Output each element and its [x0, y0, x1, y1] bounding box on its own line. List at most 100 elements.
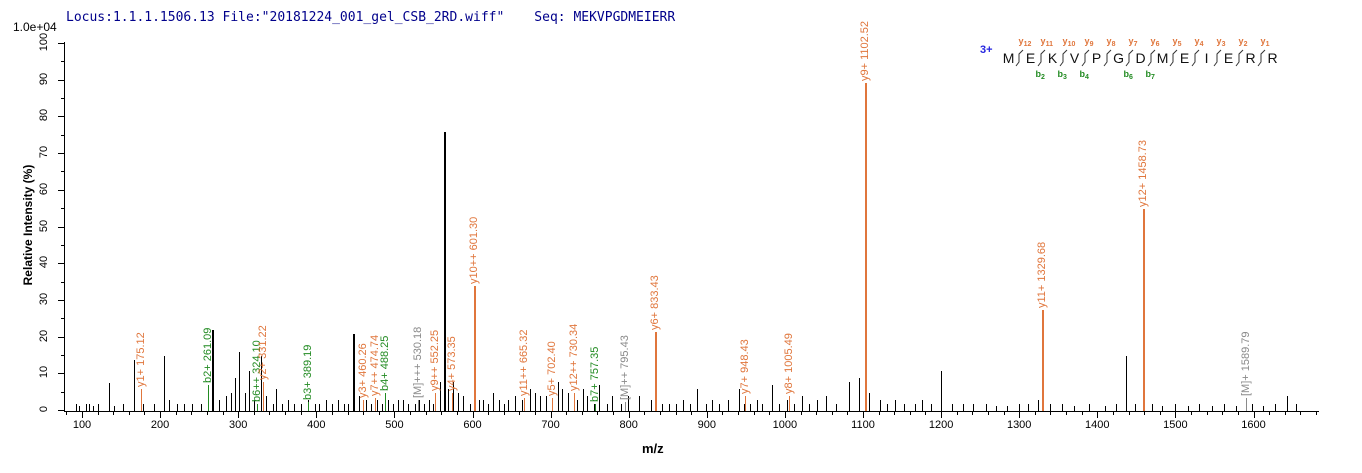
peak-label: b7+ 757.35: [589, 346, 602, 402]
peak-label: y4+ 573.35: [445, 335, 458, 391]
x-minor-tick: [894, 411, 896, 415]
x-major-tick: [394, 411, 396, 418]
y-major-tick: [58, 116, 65, 118]
y-tick-label: 20: [38, 329, 50, 342]
y-minor-tick: [61, 98, 65, 100]
x-minor-tick: [144, 411, 146, 415]
x-major-tick: [706, 411, 708, 418]
x-tick-label: 300: [229, 419, 248, 431]
peak: [183, 403, 185, 411]
peak: [1223, 403, 1225, 411]
peak: [545, 396, 547, 411]
x-major-tick: [160, 411, 162, 418]
residue: P: [1091, 50, 1102, 66]
x-minor-tick: [925, 411, 927, 415]
x-minor-tick: [972, 411, 974, 415]
peak: [343, 403, 345, 411]
peak: [930, 403, 932, 411]
x-tick-label: 600: [463, 419, 482, 431]
y-ion-label: y9: [1084, 36, 1094, 48]
peak: [727, 400, 729, 411]
x-minor-tick: [987, 411, 989, 415]
x-minor-tick: [519, 411, 521, 415]
residue: R: [1267, 50, 1278, 66]
peak: [319, 403, 321, 411]
x-minor-tick: [659, 411, 661, 415]
peak: [225, 396, 227, 411]
peak: [447, 388, 449, 411]
x-minor-tick: [1050, 411, 1052, 415]
x-minor-tick: [113, 411, 115, 415]
y-tick-label: 100: [38, 32, 50, 52]
y-major-tick: [58, 226, 65, 228]
peak: [402, 400, 404, 411]
x-major-tick: [1097, 411, 1099, 418]
labeled-peak: [435, 392, 437, 411]
x-minor-tick: [1237, 411, 1239, 415]
peak: [743, 403, 745, 411]
x-tick-label: 900: [697, 419, 716, 431]
peak: [218, 400, 220, 411]
x-minor-tick: [956, 411, 958, 415]
peak: [1287, 396, 1289, 411]
cleavage-mark-icon: [1257, 49, 1265, 67]
y-minor-tick: [61, 354, 65, 356]
peak: [706, 403, 708, 411]
x-minor-tick: [97, 411, 99, 415]
peak-label: y9+ 1102.52: [858, 20, 871, 81]
y-major-tick: [58, 299, 65, 301]
x-tick-label: 1200: [928, 419, 954, 431]
x-minor-tick: [675, 411, 677, 415]
peak: [260, 355, 262, 411]
residue: K: [1047, 50, 1058, 66]
cleavage-site: y3: [1213, 36, 1225, 68]
peak: [869, 392, 871, 411]
peak: [365, 400, 367, 411]
peak: [986, 403, 988, 411]
peak: [444, 132, 447, 411]
y-major-tick: [58, 263, 65, 265]
y-tick-label: 70: [38, 145, 50, 159]
peak: [507, 400, 509, 411]
peak: [802, 396, 804, 411]
y-ion-label: y8: [1106, 36, 1116, 48]
peak: [211, 330, 214, 411]
x-tick-label: 700: [541, 419, 560, 431]
peak: [816, 400, 818, 411]
x-tick-label: 1400: [1085, 419, 1110, 431]
labeled-peak: [207, 385, 209, 411]
x-minor-tick: [800, 411, 802, 415]
peak: [1126, 355, 1128, 411]
b-ion-label: b2: [1035, 69, 1045, 81]
peak-label: y11+ 1329.68: [1036, 241, 1049, 309]
residue: E: [1025, 50, 1036, 66]
peak: [122, 403, 124, 411]
peak-label: y6+ 833.43: [648, 275, 661, 331]
labeled-peak: [654, 332, 657, 411]
peak: [719, 403, 721, 411]
y-minor-tick: [61, 134, 65, 136]
peak: [836, 403, 838, 411]
peak: [650, 400, 652, 411]
peak: [388, 400, 390, 411]
x-minor-tick: [847, 411, 849, 415]
peak-label: y7+ 948.43: [738, 339, 751, 395]
peak: [414, 403, 416, 411]
peak-label: [M]+ 1589.79: [1239, 331, 1252, 397]
peak: [424, 403, 426, 411]
y-minor-tick: [61, 61, 65, 63]
x-major-tick: [863, 411, 864, 418]
x-major-tick: [1175, 411, 1177, 418]
peak: [620, 403, 622, 411]
peak: [787, 400, 789, 411]
peak: [1027, 403, 1029, 411]
labeled-peak: [574, 392, 576, 411]
x-minor-tick: [128, 411, 130, 415]
peak: [294, 403, 296, 411]
peak: [428, 400, 430, 411]
peak: [470, 403, 472, 411]
x-minor-tick: [300, 411, 302, 415]
cleavage-mark-icon: [1037, 49, 1045, 67]
peak: [1134, 403, 1136, 411]
y-tick-label: 50: [38, 219, 50, 232]
